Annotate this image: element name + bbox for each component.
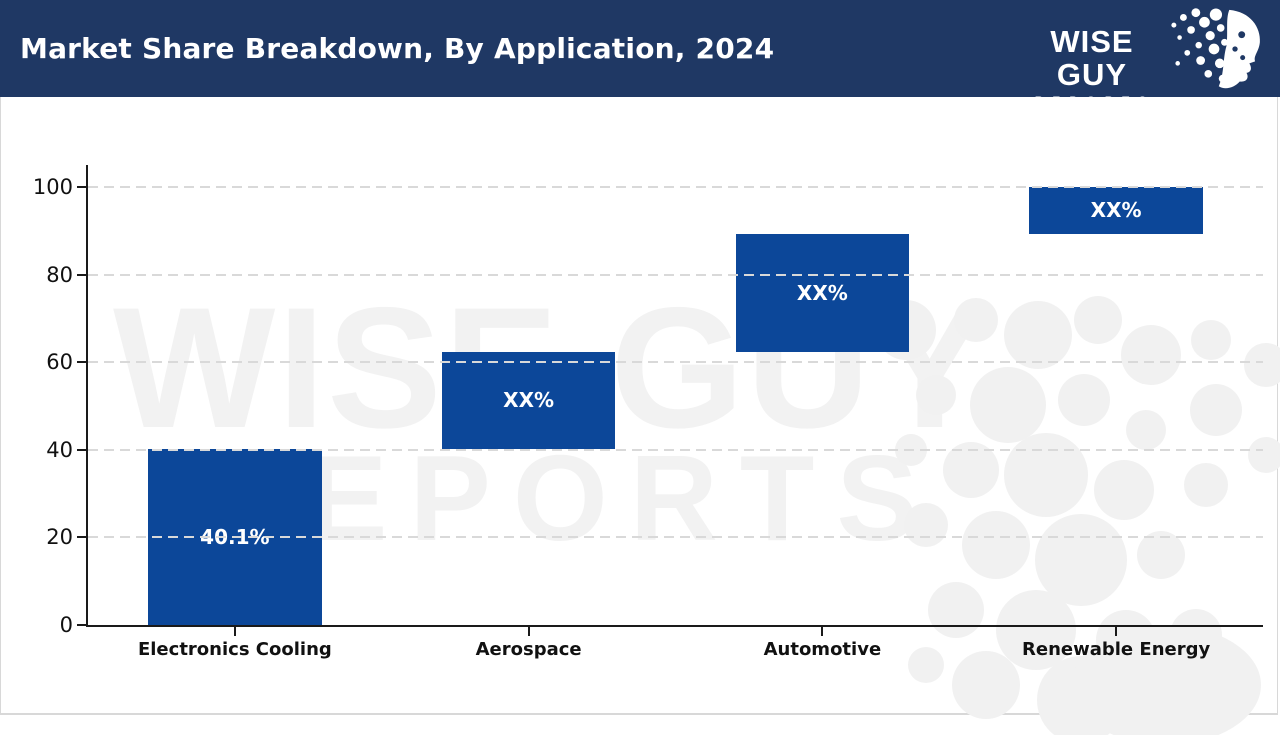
bar-renewable-energy: XX% xyxy=(1029,186,1203,234)
bar-value-label-automotive: XX% xyxy=(796,280,848,305)
watermark-dotted-face-icon xyxy=(876,296,1280,735)
brand-name: WISE GUY xyxy=(1050,24,1134,92)
gridline-y20 xyxy=(88,536,1263,539)
x-axis-tick-aerospace xyxy=(527,627,530,636)
y-axis-label-80: 80 xyxy=(46,262,73,287)
gridline-y100 xyxy=(88,185,1263,188)
y-axis-label-20: 20 xyxy=(46,525,73,550)
x-axis-tick-automotive xyxy=(821,627,824,636)
x-axis-label-automotive: Automotive xyxy=(763,639,882,660)
gridline-y40 xyxy=(88,448,1263,451)
dotted-face-logo-icon xyxy=(1171,8,1260,89)
x-axis-label-aerospace: Aerospace xyxy=(475,639,582,660)
y-axis-tick-0 xyxy=(77,624,86,626)
bar-value-label-aerospace: XX% xyxy=(503,388,555,413)
gridline-y60 xyxy=(88,361,1263,364)
brand-logo: WISE GUY REPORTS xyxy=(1012,6,1262,108)
y-axis-label-0: 0 xyxy=(59,613,73,637)
y-axis-tick-100 xyxy=(77,185,86,188)
x-axis-label-electronics-cooling: Electronics Cooling xyxy=(137,639,332,660)
y-axis-label-40: 40 xyxy=(46,437,73,462)
y-axis-tick-80 xyxy=(77,273,86,276)
brand-logo-text: WISE GUY REPORTS xyxy=(1012,24,1172,108)
x-axis-tick-renewable-energy xyxy=(1115,627,1118,636)
bar-value-label-renewable-energy: XX% xyxy=(1090,198,1142,223)
header-bar: Market Share Breakdown, By Application, … xyxy=(0,0,1280,108)
y-axis-tick-40 xyxy=(77,448,86,451)
y-axis-label-100: 100 xyxy=(32,174,73,199)
x-axis-label-renewable-energy: Renewable Energy xyxy=(1022,639,1211,660)
chart-panel: WISE GUY REPORTS 0 20 40 60 80 100 40.1% XX% XX%… xyxy=(0,97,1280,735)
y-axis-tick-20 xyxy=(77,536,86,539)
bar-automotive: XX% xyxy=(735,233,910,352)
page-title: Market Share Breakdown, By Application, … xyxy=(20,32,775,65)
x-axis-tick-electronics-cooling xyxy=(233,627,236,636)
y-axis-label-60: 60 xyxy=(46,350,73,375)
gridline-y80 xyxy=(88,273,1263,276)
bar-aerospace: XX% xyxy=(441,351,616,450)
y-axis-tick-60 xyxy=(77,361,86,364)
plot-area: 0 20 40 60 80 100 40.1% XX% XX% XX% Electronics Co… xyxy=(33,165,1263,660)
